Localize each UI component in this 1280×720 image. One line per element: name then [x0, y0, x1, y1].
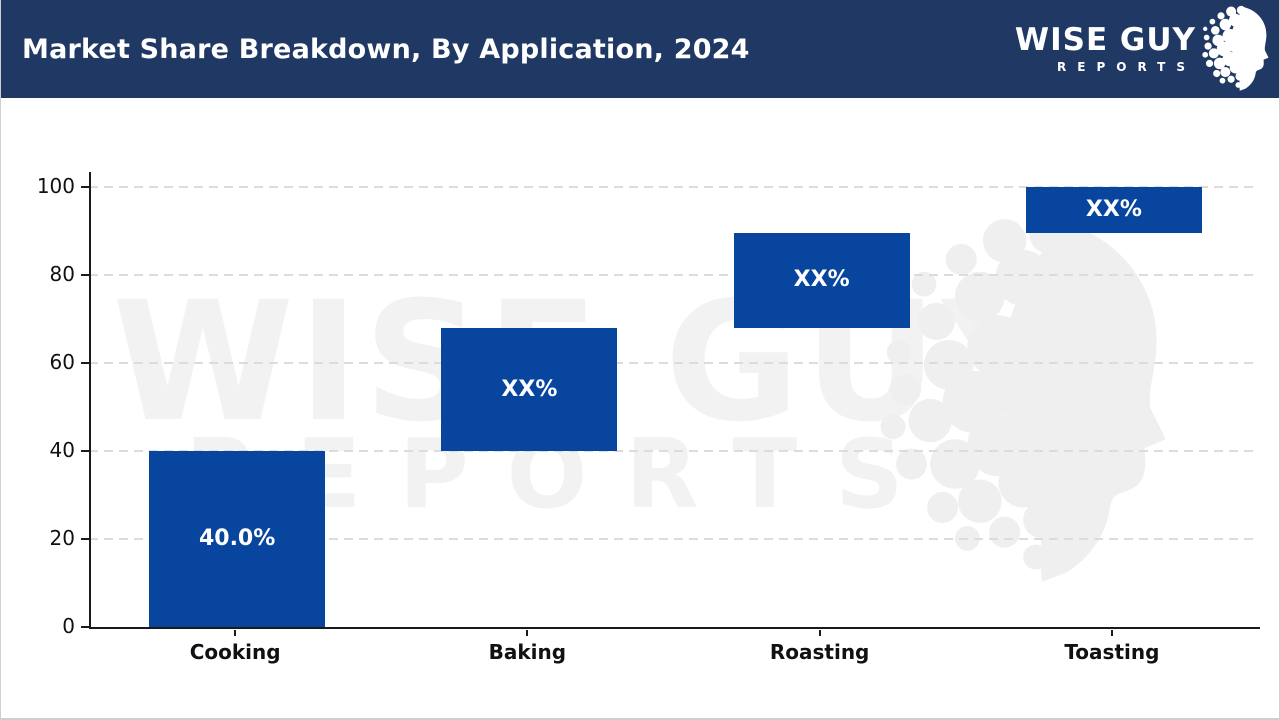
y-tick-label-40: 40 [49, 438, 75, 462]
x-tick-label-roasting: Roasting [769, 640, 870, 664]
x-tick-label-baking: Baking [488, 640, 567, 664]
gridline-40 [89, 450, 1258, 452]
header: Market Share Breakdown, By Application, … [0, 0, 1280, 98]
bar-value-label: 40.0% [198, 526, 276, 551]
x-tick-mark-roasting [818, 630, 821, 636]
logo-wordmark: WISE GUY REPORTS [1015, 24, 1196, 74]
bar-cooking: 40.0% [149, 451, 326, 627]
wise-guy-reports-logo: WISE GUY REPORTS [1015, 5, 1270, 93]
x-tick-label-cooking: Cooking [189, 640, 281, 664]
logo-head-icon [1202, 5, 1269, 91]
bar-roasting: XX% [733, 233, 910, 328]
gridline-20 [89, 538, 1258, 540]
chart-area: WISE GUY REPORTS 40.0% XX% XX% XX% 0 20 40 60 8… [0, 98, 1280, 720]
x-tick-mark-toasting [1110, 630, 1113, 636]
y-tick-label-20: 20 [49, 526, 75, 550]
bar-value-label: XX% [793, 267, 850, 293]
y-tick-label-60: 60 [49, 350, 75, 374]
x-tick-mark-baking [526, 630, 529, 636]
y-tick-mark-60 [81, 362, 89, 364]
x-tick-label-toasting: Toasting [1064, 640, 1160, 664]
gridline-60 [89, 362, 1258, 364]
logo-wordmark-line2: REPORTS [1057, 59, 1196, 74]
y-tick-mark-0 [81, 626, 89, 628]
watermark-head-icon [880, 216, 1166, 582]
y-tick-mark-40 [81, 450, 89, 452]
x-tick-mark-cooking [234, 630, 237, 636]
logo-wordmark-line1: WISE GUY [1014, 22, 1196, 59]
plot-area: 40.0% XX% XX% XX% [89, 172, 1260, 629]
y-tick-mark-100 [81, 186, 89, 188]
gridline-80 [89, 274, 1258, 276]
bar-toasting: XX% [1025, 187, 1202, 234]
y-tick-mark-80 [81, 274, 89, 276]
page-title: Market Share Breakdown, By Application, … [22, 33, 750, 65]
bar-value-label: XX% [1085, 197, 1142, 222]
gridline-100 [89, 186, 1258, 188]
y-tick-mark-20 [81, 538, 89, 540]
y-tick-label-0: 0 [62, 614, 75, 638]
y-tick-label-80: 80 [49, 262, 75, 286]
bar-baking: XX% [441, 327, 618, 451]
y-tick-label-100: 100 [36, 174, 75, 198]
bar-value-label: XX% [501, 376, 558, 402]
